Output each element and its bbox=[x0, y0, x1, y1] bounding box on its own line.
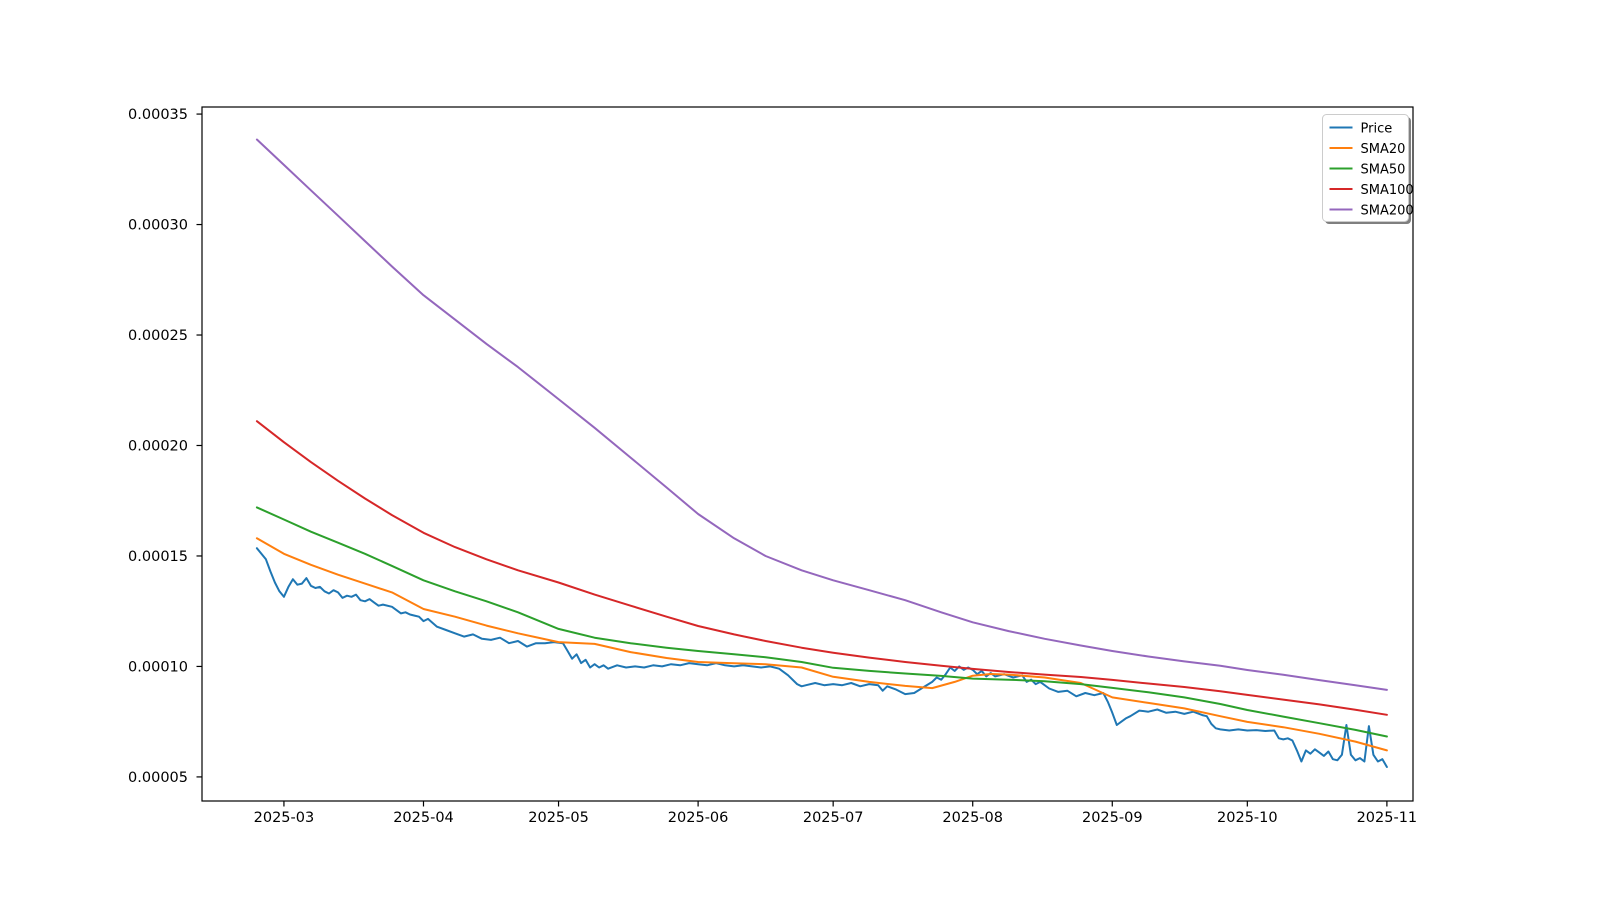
y-tick-label: 0.00005 bbox=[128, 770, 188, 786]
legend-label: SMA20 bbox=[1361, 142, 1406, 157]
y-tick-label: 0.00020 bbox=[128, 438, 188, 454]
y-tick-label: 0.00025 bbox=[128, 328, 188, 344]
x-tick-label: 2025-09 bbox=[1082, 810, 1143, 826]
x-tick-label: 2025-08 bbox=[942, 810, 1003, 826]
legend-label: SMA100 bbox=[1361, 183, 1414, 198]
legend-item-price: Price bbox=[1329, 122, 1393, 137]
y-tick-label: 0.00035 bbox=[128, 107, 188, 123]
y-axis-ticks: 0.00035 0.00030 0.00025 0.00020 0.00015 0.000… bbox=[128, 107, 202, 786]
y-tick-label: 0.00010 bbox=[128, 659, 188, 675]
x-tick-label: 2025-11 bbox=[1357, 810, 1418, 826]
x-tick-label: 2025-10 bbox=[1217, 810, 1278, 826]
x-tick-label: 2025-07 bbox=[803, 810, 864, 826]
plot-area-border bbox=[201, 106, 1414, 802]
y-tick-label: 0.00015 bbox=[128, 549, 188, 565]
legend-label: SMA50 bbox=[1361, 163, 1406, 178]
x-tick-label: 2025-04 bbox=[393, 810, 454, 826]
y-tick-label: 0.00030 bbox=[128, 218, 188, 234]
x-tick-label: 2025-05 bbox=[528, 810, 589, 826]
legend-label: SMA200 bbox=[1361, 204, 1414, 219]
legend-item-sma200: SMA200 bbox=[1329, 204, 1414, 219]
series-line-sma200 bbox=[255, 138, 1388, 691]
series-line-price bbox=[255, 547, 1388, 768]
series-lines bbox=[255, 138, 1388, 768]
legend-label: Price bbox=[1361, 122, 1393, 137]
x-tick-label: 2025-06 bbox=[668, 810, 729, 826]
x-axis-ticks: 2025-03 2025-04 2025-05 2025-06 2025-07 2025-… bbox=[254, 801, 1418, 826]
legend-item-sma20: SMA20 bbox=[1329, 142, 1406, 157]
legend-item-sma100: SMA100 bbox=[1329, 183, 1414, 198]
legend: Price SMA20 SMA50 SMA100 SMA200 bbox=[1322, 114, 1414, 224]
series-line-sma100 bbox=[255, 420, 1388, 716]
legend-item-sma50: SMA50 bbox=[1329, 163, 1406, 178]
x-tick-label: 2025-03 bbox=[254, 810, 315, 826]
series-line-sma20 bbox=[255, 537, 1388, 752]
series-line-sma50 bbox=[255, 506, 1388, 738]
legend-box bbox=[1322, 114, 1409, 222]
